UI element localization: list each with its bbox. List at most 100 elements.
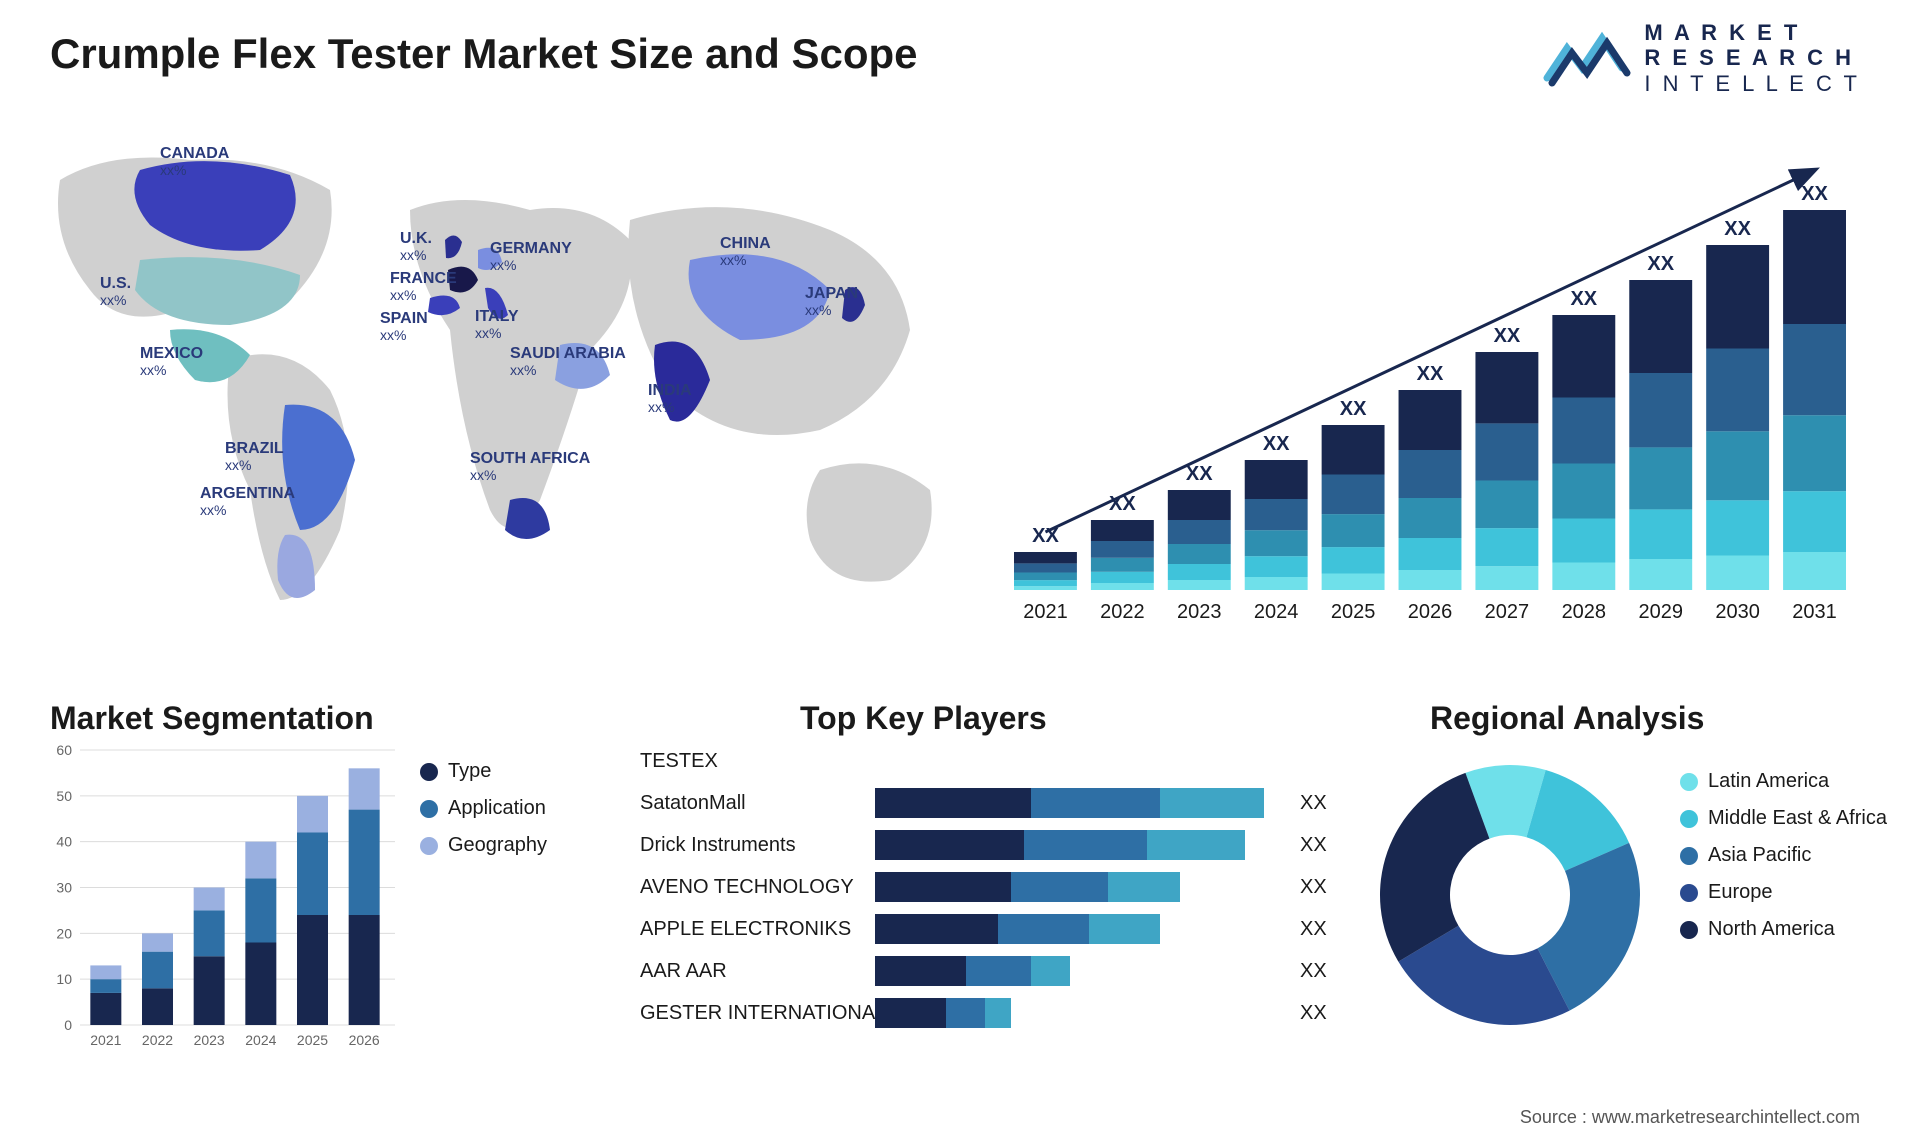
player-row: APPLE ELECTRONIKSXX <box>640 908 1340 950</box>
legend-label: Geography <box>448 834 547 857</box>
player-bar-segment <box>1160 788 1264 818</box>
growth-chart-svg: XX2021XX2022XX2023XX2024XX2025XX2026XX20… <box>1000 160 1860 640</box>
player-bar <box>875 998 1011 1028</box>
seg-legend-item: Type <box>420 760 547 783</box>
legend-swatch-icon <box>420 763 438 781</box>
growth-bar-segment <box>1783 324 1846 415</box>
seg-ytick: 20 <box>56 925 72 941</box>
player-bar-segment <box>1108 872 1179 902</box>
map-label: SAUDI ARABIAxx% <box>510 345 626 378</box>
growth-bar-segment <box>1091 572 1154 583</box>
growth-bar-segment <box>1399 450 1462 498</box>
growth-bar-segment <box>1091 558 1154 572</box>
legend-swatch-icon <box>1680 810 1698 828</box>
seg-legend-item: Application <box>420 797 547 820</box>
seg-xtick: 2025 <box>297 1032 328 1048</box>
growth-bar-segment <box>1399 498 1462 538</box>
legend-swatch-icon <box>420 800 438 818</box>
region-legend-item: Asia Pacific <box>1680 844 1887 867</box>
growth-year-tick: 2027 <box>1485 601 1530 623</box>
donut-slice <box>1380 773 1489 962</box>
growth-bar-value: XX <box>1494 325 1521 347</box>
segmentation-legend: Type Application Geography <box>420 760 547 871</box>
players-title: Top Key Players <box>800 700 1047 737</box>
player-bar-segment <box>875 830 1024 860</box>
map-label: ARGENTINAxx% <box>200 485 295 518</box>
player-bar-segment <box>1089 914 1160 944</box>
player-name: AVENO TECHNOLOGY <box>640 876 875 899</box>
growth-bar-segment <box>1629 509 1692 559</box>
map-label: SOUTH AFRICAxx% <box>470 450 590 483</box>
regional-title: Regional Analysis <box>1430 700 1704 737</box>
seg-xtick: 2024 <box>245 1032 276 1048</box>
growth-bar-segment <box>1091 541 1154 558</box>
player-value: XX <box>1290 1002 1340 1025</box>
player-value: XX <box>1290 834 1340 857</box>
players-header: TESTEX <box>640 740 1340 782</box>
growth-bar-segment <box>1629 447 1692 509</box>
player-bar <box>875 914 1160 944</box>
growth-year-tick: 2021 <box>1023 601 1068 623</box>
legend-label: Type <box>448 760 491 783</box>
growth-bar-segment <box>1706 500 1769 555</box>
growth-bar-value: XX <box>1570 288 1597 310</box>
growth-bar-segment <box>1783 210 1846 324</box>
growth-year-tick: 2022 <box>1100 601 1145 623</box>
growth-bar-segment <box>1475 352 1538 423</box>
seg-bar-segment <box>297 833 328 916</box>
seg-ytick: 40 <box>56 834 72 850</box>
growth-bar-segment <box>1399 390 1462 450</box>
seg-bar-segment <box>194 888 225 911</box>
growth-bar-segment <box>1783 415 1846 491</box>
legend-label: Europe <box>1708 881 1773 904</box>
growth-bar-segment <box>1399 538 1462 570</box>
seg-legend-item: Geography <box>420 834 547 857</box>
seg-bar-segment <box>142 988 173 1025</box>
map-label: MEXICOxx% <box>140 345 203 378</box>
growth-year-tick: 2023 <box>1177 601 1222 623</box>
player-row: Drick InstrumentsXX <box>640 824 1340 866</box>
growth-bar-segment <box>1783 491 1846 552</box>
growth-bar-segment <box>1245 530 1308 556</box>
player-bar-segment <box>1011 872 1108 902</box>
players-chart: TESTEXSatatonMallXXDrick InstrumentsXXAV… <box>640 740 1340 1100</box>
growth-year-tick: 2024 <box>1254 601 1299 623</box>
regional-donut-svg <box>1360 740 1660 1040</box>
player-bar-segment <box>1031 788 1161 818</box>
map-label: CHINAxx% <box>720 235 771 268</box>
seg-xtick: 2021 <box>90 1032 121 1048</box>
seg-bar-segment <box>194 910 225 956</box>
growth-bar-segment <box>1322 547 1385 573</box>
legend-label: Latin America <box>1708 770 1829 793</box>
map-label: INDIAxx% <box>648 382 692 415</box>
regional-legend: Latin AmericaMiddle East & AfricaAsia Pa… <box>1680 770 1887 955</box>
growth-bar-segment <box>1783 552 1846 590</box>
growth-bar-segment <box>1706 556 1769 591</box>
seg-bar-segment <box>90 993 121 1025</box>
map-label: SPAINxx% <box>380 310 428 343</box>
growth-bar-segment <box>1245 499 1308 530</box>
player-bar <box>875 788 1264 818</box>
growth-bar-value: XX <box>1647 253 1674 275</box>
player-bar-segment <box>875 872 1011 902</box>
legend-swatch-icon <box>420 837 438 855</box>
legend-swatch-icon <box>1680 847 1698 865</box>
growth-bar-segment <box>1322 425 1385 475</box>
seg-bar-segment <box>245 842 276 879</box>
player-value: XX <box>1290 876 1340 899</box>
growth-bar-segment <box>1552 315 1615 398</box>
segmentation-chart: 0102030405060202120222023202420252026 Ty… <box>40 740 600 1100</box>
source-attribution: Source : www.marketresearchintellect.com <box>1520 1107 1860 1128</box>
player-bar-segment <box>998 914 1089 944</box>
seg-bar-segment <box>297 915 328 1025</box>
player-bar-segment <box>946 998 985 1028</box>
player-bar-segment <box>985 998 1011 1028</box>
growth-bar-value: XX <box>1417 363 1444 385</box>
player-name: GESTER INTERNATIONAL <box>640 1002 875 1025</box>
region-legend-item: North America <box>1680 918 1887 941</box>
growth-bar-segment <box>1706 431 1769 500</box>
player-bar <box>875 872 1180 902</box>
seg-bar-segment <box>142 952 173 989</box>
growth-bar-segment <box>1322 574 1385 591</box>
growth-bar-segment <box>1475 528 1538 566</box>
